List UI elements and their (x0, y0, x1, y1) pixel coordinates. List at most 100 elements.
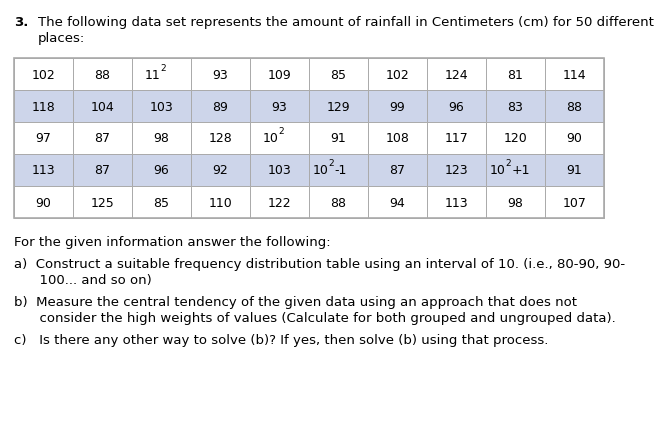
Text: 125: 125 (91, 197, 114, 210)
Bar (132, 90, 191, 122)
Bar (191, 186, 250, 218)
Text: 96: 96 (154, 164, 169, 178)
Text: 91: 91 (567, 164, 583, 178)
Text: 122: 122 (268, 197, 291, 210)
Bar (486, 90, 545, 122)
Bar (132, 154, 191, 186)
Text: 99: 99 (390, 101, 405, 113)
Bar (368, 186, 427, 218)
Text: 98: 98 (154, 132, 169, 145)
Bar (486, 122, 545, 154)
Text: The following data set represents the amount of rainfall in Centimeters (cm) for: The following data set represents the am… (38, 16, 654, 29)
Bar (14, 122, 73, 154)
Text: consider the high weights of values (Calculate for both grouped and ungrouped da: consider the high weights of values (Cal… (14, 312, 616, 325)
Text: 114: 114 (563, 69, 586, 82)
Bar (73, 122, 132, 154)
Text: 102: 102 (31, 69, 55, 82)
Bar (368, 90, 427, 122)
Text: 104: 104 (91, 101, 114, 113)
Text: 117: 117 (445, 132, 468, 145)
Text: 128: 128 (209, 132, 232, 145)
Bar (309, 154, 368, 186)
Bar (545, 186, 604, 218)
Text: 113: 113 (445, 197, 468, 210)
Bar (14, 58, 604, 218)
Text: 85: 85 (154, 197, 169, 210)
Text: -1: -1 (335, 164, 347, 178)
Bar (132, 58, 191, 90)
Text: 83: 83 (508, 101, 523, 113)
Bar (250, 154, 309, 186)
Bar (427, 90, 486, 122)
Text: 113: 113 (31, 164, 55, 178)
Text: 87: 87 (390, 164, 405, 178)
Bar (250, 58, 309, 90)
Text: 100... and so on): 100... and so on) (14, 274, 152, 287)
Text: 88: 88 (94, 69, 110, 82)
Text: 2: 2 (506, 159, 511, 168)
Text: 102: 102 (386, 69, 409, 82)
Text: 108: 108 (386, 132, 409, 145)
Bar (14, 154, 73, 186)
Bar (250, 122, 309, 154)
Bar (309, 186, 368, 218)
Text: 109: 109 (268, 69, 291, 82)
Bar (14, 186, 73, 218)
Text: 89: 89 (213, 101, 228, 113)
Text: 124: 124 (445, 69, 468, 82)
Bar (191, 154, 250, 186)
Text: b)  Measure the central tendency of the given data using an approach that does n: b) Measure the central tendency of the g… (14, 296, 577, 309)
Text: 10: 10 (262, 132, 279, 145)
Bar (486, 58, 545, 90)
Bar (73, 186, 132, 218)
Text: a)  Construct a suitable frequency distribution table using an interval of 10. (: a) Construct a suitable frequency distri… (14, 258, 625, 271)
Bar (14, 58, 73, 90)
Text: 90: 90 (567, 132, 583, 145)
Text: For the given information answer the following:: For the given information answer the fol… (14, 236, 331, 249)
Bar (191, 90, 250, 122)
Bar (427, 186, 486, 218)
Bar (191, 122, 250, 154)
Text: c)   Is there any other way to solve (b)? If yes, then solve (b) using that proc: c) Is there any other way to solve (b)? … (14, 334, 548, 347)
Text: 103: 103 (150, 101, 173, 113)
Bar (368, 58, 427, 90)
Text: 92: 92 (213, 164, 228, 178)
Text: 94: 94 (390, 197, 405, 210)
Text: 11: 11 (145, 69, 161, 82)
Bar (427, 122, 486, 154)
Text: +1: +1 (512, 164, 530, 178)
Text: 90: 90 (35, 197, 51, 210)
Bar (545, 90, 604, 122)
Text: 98: 98 (508, 197, 523, 210)
Bar (191, 58, 250, 90)
Bar (486, 154, 545, 186)
Bar (132, 122, 191, 154)
Text: 118: 118 (31, 101, 55, 113)
Bar (545, 58, 604, 90)
Text: places:: places: (38, 32, 85, 45)
Bar (545, 154, 604, 186)
Bar (427, 58, 486, 90)
Bar (73, 58, 132, 90)
Text: 10: 10 (489, 164, 506, 178)
Bar (250, 186, 309, 218)
Text: 103: 103 (268, 164, 291, 178)
Bar (14, 90, 73, 122)
Text: 87: 87 (94, 132, 110, 145)
Bar (73, 154, 132, 186)
Text: 2: 2 (329, 159, 334, 168)
Text: 107: 107 (563, 197, 586, 210)
Bar (368, 154, 427, 186)
Text: 93: 93 (272, 101, 287, 113)
Text: 88: 88 (567, 101, 583, 113)
Text: 81: 81 (508, 69, 523, 82)
Bar (486, 186, 545, 218)
Bar (427, 154, 486, 186)
Text: 93: 93 (213, 69, 228, 82)
Bar (309, 58, 368, 90)
Text: 91: 91 (331, 132, 346, 145)
Bar (309, 122, 368, 154)
Text: 97: 97 (35, 132, 51, 145)
Text: 129: 129 (327, 101, 350, 113)
Text: 88: 88 (331, 197, 346, 210)
